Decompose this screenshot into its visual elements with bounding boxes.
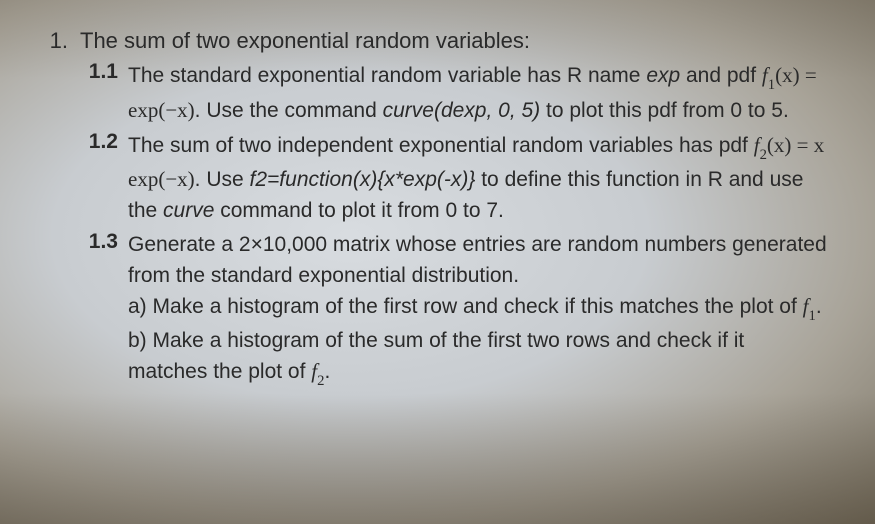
r-command: f2=function(x){x*exp(-x)} bbox=[250, 168, 476, 191]
subproblem-1-2: 1.2 The sum of two independent exponenti… bbox=[86, 130, 827, 226]
math-arg: (−x) bbox=[158, 167, 194, 191]
text: and pdf bbox=[680, 64, 762, 87]
text: to plot this pdf from 0 to 5. bbox=[540, 99, 789, 122]
math-subscript: 1 bbox=[768, 77, 775, 93]
text: a) Make a histogram of the first row and… bbox=[128, 295, 803, 318]
math-fx: (x) = bbox=[775, 63, 817, 87]
math-arg: (−x) bbox=[158, 98, 194, 122]
subproblem-list: 1.1 The standard exponential random vari… bbox=[86, 60, 827, 391]
math-exp: exp bbox=[128, 167, 158, 191]
r-command: curve(dexp, 0, 5) bbox=[383, 99, 541, 122]
text: Generate a 2×10,000 matrix whose entries… bbox=[128, 230, 827, 291]
text: . Use bbox=[195, 168, 250, 191]
text: . bbox=[324, 360, 330, 383]
math-exp: exp bbox=[128, 98, 158, 122]
math-f2: f bbox=[754, 133, 760, 157]
r-name-exp: exp bbox=[646, 64, 680, 87]
problem-number: 1. bbox=[42, 28, 68, 54]
subproblem-number: 1.3 bbox=[86, 230, 118, 390]
text: The standard exponential random variable… bbox=[128, 64, 646, 87]
part-b: b) Make a histogram of the sum of the fi… bbox=[128, 326, 827, 391]
subproblem-1-3: 1.3 Generate a 2×10,000 matrix whose ent… bbox=[86, 230, 827, 390]
part-a: a) Make a histogram of the first row and… bbox=[128, 291, 827, 326]
math-fx: (x) = x bbox=[767, 133, 824, 157]
r-curve: curve bbox=[163, 199, 214, 222]
subproblem-body: Generate a 2×10,000 matrix whose entries… bbox=[128, 230, 827, 390]
problem-heading: 1. The sum of two exponential random var… bbox=[42, 28, 827, 54]
text: The sum of two independent exponential r… bbox=[128, 134, 754, 157]
math-subscript: 1 bbox=[808, 308, 815, 324]
subproblem-body: The sum of two independent exponential r… bbox=[128, 130, 827, 226]
text: . bbox=[816, 295, 822, 318]
text: . Use the command bbox=[195, 99, 383, 122]
text: b) Make a histogram of the sum of the fi… bbox=[128, 329, 744, 383]
math-subscript: 2 bbox=[760, 147, 767, 163]
text: command to plot it from 0 to 7. bbox=[214, 199, 503, 222]
subproblem-body: The standard exponential random variable… bbox=[128, 60, 827, 126]
math-subscript: 2 bbox=[317, 373, 324, 389]
problem-title: The sum of two exponential random variab… bbox=[80, 28, 530, 54]
subproblem-number: 1.1 bbox=[86, 60, 118, 126]
math-f1: f bbox=[762, 63, 768, 87]
subproblem-number: 1.2 bbox=[86, 130, 118, 226]
subproblem-1-1: 1.1 The standard exponential random vari… bbox=[86, 60, 827, 126]
problem-block: 1. The sum of two exponential random var… bbox=[42, 28, 827, 391]
